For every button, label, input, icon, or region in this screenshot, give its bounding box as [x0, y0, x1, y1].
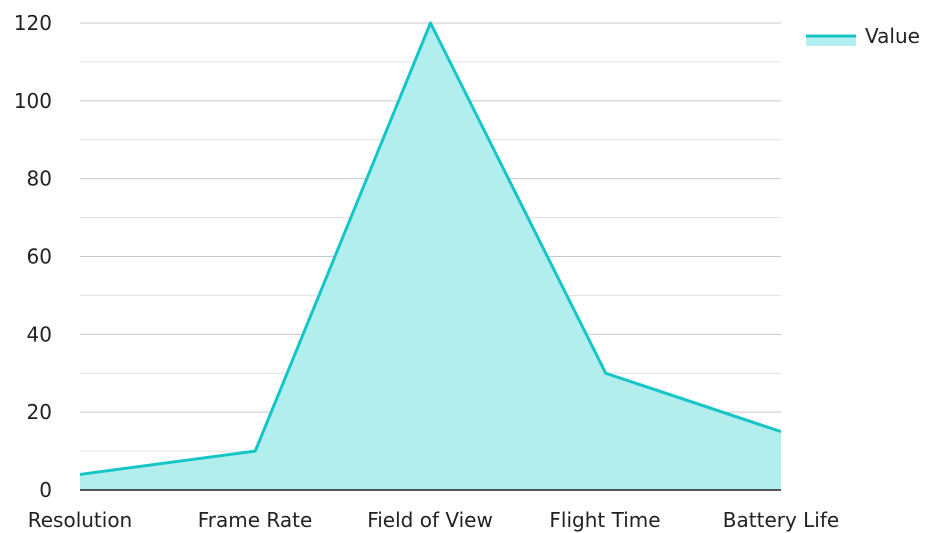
x-tick-label: Field of View [367, 508, 493, 532]
y-tick-label: 120 [14, 11, 52, 35]
x-axis-tick-labels: Resolution Frame Rate Field of View Flight … [28, 508, 839, 532]
legend-label-value: Value [865, 24, 920, 48]
y-axis-tick-labels: 0 20 40 60 80 100 120 [14, 11, 52, 502]
y-tick-label: 20 [27, 400, 52, 424]
x-tick-label: Flight Time [549, 508, 660, 532]
y-tick-label: 0 [39, 478, 52, 502]
y-tick-label: 100 [14, 89, 52, 113]
x-tick-label: Resolution [28, 508, 133, 532]
y-tick-label: 60 [27, 245, 52, 269]
x-tick-label: Frame Rate [198, 508, 313, 532]
legend-swatch-fill [806, 36, 856, 46]
series-line-value [79, 21, 782, 476]
y-tick-label: 40 [27, 322, 52, 346]
x-tick-label: Battery Life [723, 508, 839, 532]
legend: Value [806, 24, 920, 48]
y-tick-label: 80 [27, 167, 52, 191]
